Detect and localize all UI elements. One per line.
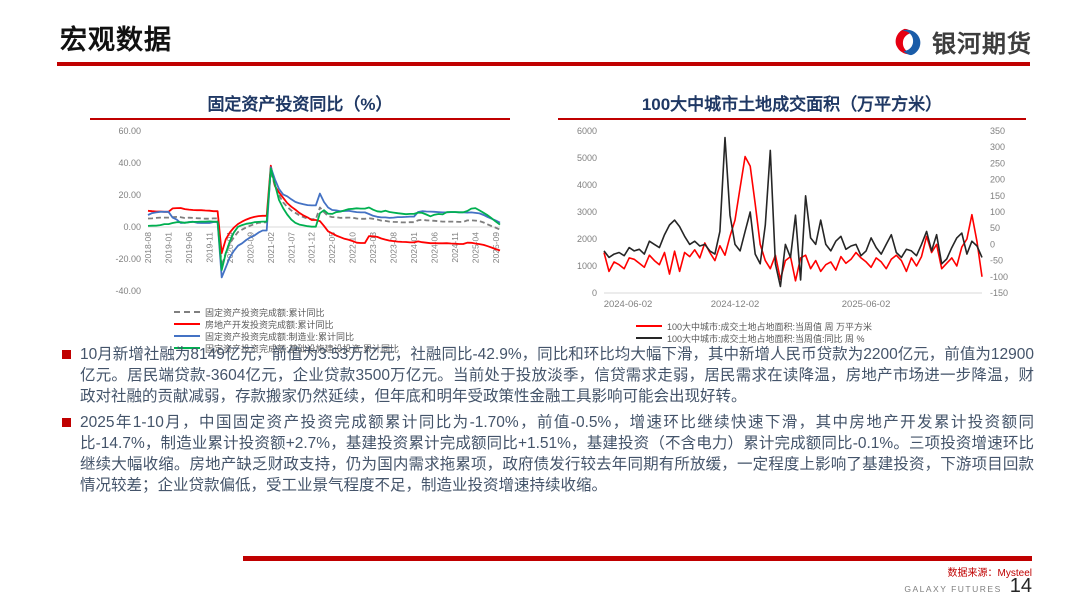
bullet-text-1: 10月新增社融为8149亿元，前值为3.53万亿元，社融同比-42.9%，同比和… xyxy=(80,346,1034,406)
x-axis-tick-label: 2024-06-02 xyxy=(604,299,653,310)
y-axis-tick-label: -20.00 xyxy=(115,254,141,264)
left-axis-tick-label: 6000 xyxy=(577,126,597,136)
legend-left-chart: 固定资产投资完成额:累计同比 房地产开发投资完成额:累计同比 固定资产投资完成额:制… xyxy=(88,306,512,354)
page-number: 14 xyxy=(1009,575,1032,597)
y-axis-tick-label: 20.00 xyxy=(118,190,141,200)
chart-title-right: 100大中城市土地成交面积（万平方米） xyxy=(558,90,1026,120)
legend-swatch xyxy=(174,311,200,313)
title-underline xyxy=(57,62,1030,66)
left-axis-tick-label: 1000 xyxy=(577,261,597,271)
x-axis-tick-label: 2019-11 xyxy=(204,232,214,263)
legend-label: 固定资产投资完成额:累计同比 xyxy=(205,307,325,318)
series-line-0 xyxy=(603,155,983,282)
x-axis-tick-label: 2024-06 xyxy=(430,232,440,263)
x-axis-tick-label: 2019-01 xyxy=(163,232,173,263)
legend-item: 100大中城市:成交土地占地面积:当周值:同比 周 % xyxy=(636,332,1028,344)
legend-item: 固定资产投资完成额:累计同比 xyxy=(174,306,512,318)
right-axis-tick-label: -100 xyxy=(990,272,1008,282)
x-axis-tick-label: 2021-07 xyxy=(286,232,296,263)
legend-label: 固定资产投资完成额:基础设施建设投资:累计同比 xyxy=(205,343,400,354)
legend-swatch xyxy=(636,337,662,339)
legend-label: 房地产开发投资完成额:累计同比 xyxy=(205,319,334,330)
right-axis-tick-label: 0 xyxy=(990,239,995,249)
legend-label: 固定资产投资完成额:制造业:累计同比 xyxy=(205,331,355,342)
legend-item: 固定资产投资完成额:制造业:累计同比 xyxy=(174,330,512,342)
right-axis-tick-label: 50 xyxy=(990,223,1000,233)
y-axis-tick-label: 40.00 xyxy=(118,158,141,168)
x-axis-tick-label: 2021-12 xyxy=(307,232,317,263)
left-axis-tick-label: 0 xyxy=(592,288,597,298)
logo-text: 银河期货 xyxy=(932,31,1032,58)
right-axis-tick-label: 200 xyxy=(990,175,1005,185)
bullet-square-icon xyxy=(62,418,71,428)
series-line-1 xyxy=(147,164,501,255)
series-line-2 xyxy=(147,166,501,279)
x-axis-tick-label: 2022-10 xyxy=(348,232,358,263)
legend-right-chart: 100大中城市:成交土地占地面积:当周值 周 万平方米 100大中城市:成交土地占… xyxy=(556,320,1028,344)
legend-swatch xyxy=(174,347,200,349)
x-axis-tick-label: 2024-01 xyxy=(409,232,419,263)
legend-item: 房地产开发投资完成额:累计同比 xyxy=(174,318,512,330)
x-axis-tick-label: 2025-06-02 xyxy=(842,299,891,310)
left-axis-tick-label: 3000 xyxy=(577,207,597,217)
x-axis-tick-label: 2023-03 xyxy=(368,232,378,263)
x-axis-tick-label: 2022-05 xyxy=(327,232,337,263)
series-line-3 xyxy=(147,167,501,271)
y-axis-tick-label: -40.00 xyxy=(115,286,141,296)
right-axis-tick-label: 300 xyxy=(990,142,1005,152)
y-axis-tick-label: 60.00 xyxy=(118,126,141,136)
x-axis-tick-label: 2018-08 xyxy=(143,232,153,263)
x-axis-tick-label: 2020-04 xyxy=(225,232,235,263)
right-axis-tick-label: -150 xyxy=(990,288,1008,298)
x-axis-tick-label: 2024-12-02 xyxy=(711,299,760,310)
fixed-asset-chart-plot: 60.00 40.00 20.00 0.00 -20.00 -40.00 2018-08 20… xyxy=(115,126,501,296)
left-axis-tick-label: 5000 xyxy=(577,153,597,163)
page-title: 宏观数据 xyxy=(60,25,172,55)
left-axis-tick-label: 4000 xyxy=(577,180,597,190)
chart-fixed-asset-investment: 固定资产投资同比（%） 60.00 40.00 20.00 0.00 -20.00 -40… xyxy=(88,90,512,354)
y-axis-tick-label: 0.00 xyxy=(123,222,141,232)
bullet-item: 10月新增社融为8149亿元，前值为3.53万亿元，社融同比-42.9%，同比和… xyxy=(62,344,1034,407)
land-chart-plot: 6000500040003000200010000350300250200150… xyxy=(577,126,1008,310)
bullet-item: 2025年1-10月，中国固定资产投资完成额累计同比为-1.70%，前值-0.5… xyxy=(62,412,1034,496)
x-axis-tick-label: 2024-11 xyxy=(450,232,460,263)
legend-swatch xyxy=(636,325,662,327)
analysis-bullets: 10月新增社融为8149亿元，前值为3.53万亿元，社融同比-42.9%，同比和… xyxy=(62,344,1034,502)
chart-land-transaction: 100大中城市土地成交面积（万平方米） 6000 5000 4000 3000 2000… xyxy=(556,90,1028,344)
x-axis-tick-label: 2020-09 xyxy=(245,232,255,263)
legend-label: 100大中城市:成交土地占地面积:当周值:同比 周 % xyxy=(667,333,865,344)
x-axis-tick-label: 2025-04 xyxy=(470,232,480,263)
galaxy-swirl-icon xyxy=(895,28,921,55)
legend-item: 固定资产投资完成额:基础设施建设投资:累计同比 xyxy=(174,342,512,354)
x-axis-tick-label: 2025-09 xyxy=(491,232,501,263)
legend-swatch xyxy=(174,323,200,325)
data-source-label: 数据来源：Mysteel xyxy=(947,568,1032,579)
right-axis-tick-label: -50 xyxy=(990,256,1003,266)
x-axis-tick-label: 2021-02 xyxy=(266,232,276,263)
legend-item: 100大中城市:成交土地占地面积:当周值 周 万平方米 xyxy=(636,320,1028,332)
footer-red-bar xyxy=(243,556,1032,561)
x-axis-tick-label: 2019-06 xyxy=(184,232,194,263)
footer-brand: GALAXY FUTURES xyxy=(904,584,1002,594)
chart-title-left: 固定资产投资同比（%） xyxy=(90,90,510,120)
right-axis-tick-label: 350 xyxy=(990,126,1005,136)
right-axis-tick-label: 100 xyxy=(990,207,1005,217)
right-axis-tick-label: 250 xyxy=(990,158,1005,168)
legend-label: 100大中城市:成交土地占地面积:当周值 周 万平方米 xyxy=(667,321,873,332)
bullet-text-2: 2025年1-10月，中国固定资产投资完成额累计同比为-1.70%，前值-0.5… xyxy=(80,414,1034,495)
right-axis-tick-label: 150 xyxy=(990,191,1005,201)
series-line-0 xyxy=(147,170,501,268)
series-line-1 xyxy=(603,136,983,288)
footer-brand-line: GALAXY FUTURES 14 xyxy=(904,575,1032,598)
bullet-square-icon xyxy=(62,350,71,359)
legend-swatch xyxy=(174,335,200,337)
x-axis-tick-label: 2023-08 xyxy=(389,232,399,263)
left-axis-tick-label: 2000 xyxy=(577,234,597,244)
company-logo: 银河期货 xyxy=(891,24,1032,59)
